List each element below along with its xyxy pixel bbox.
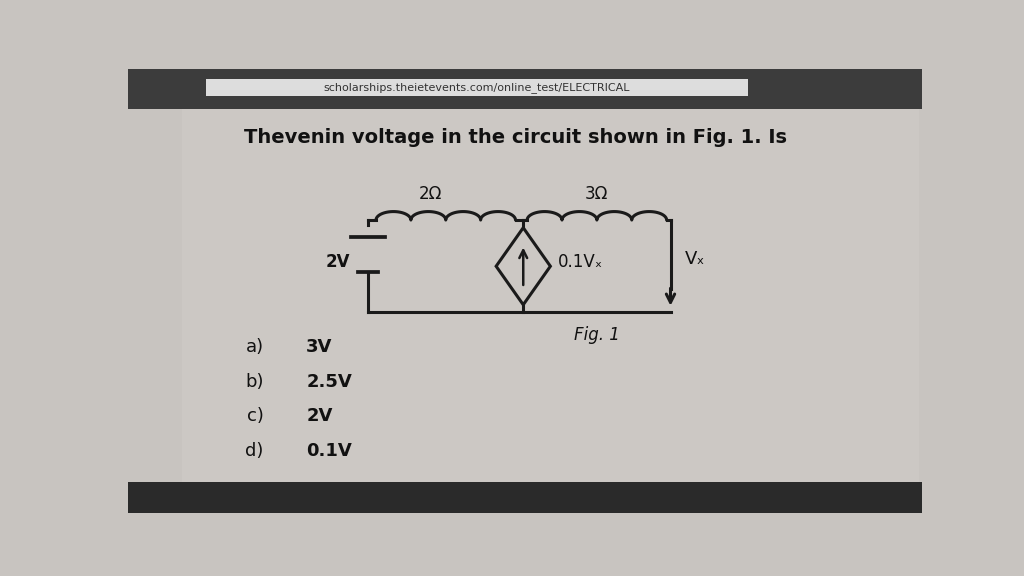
Bar [182, 104, 919, 482]
Text: c): c) [247, 407, 263, 426]
Text: scholarships.theietevents.com/online_test/ELECTRICAL: scholarships.theietevents.com/online_tes… [324, 82, 630, 93]
Text: 3Ω: 3Ω [585, 185, 608, 203]
Text: 2Ω: 2Ω [419, 185, 442, 203]
Text: 2V: 2V [326, 253, 350, 271]
Text: 2.5V: 2.5V [306, 373, 352, 391]
Bar [128, 482, 922, 513]
Text: d): d) [246, 442, 263, 460]
Text: Thevenin voltage in the circuit shown in Fig. 1. Is: Thevenin voltage in the circuit shown in… [245, 128, 787, 147]
Bar [128, 69, 922, 109]
Text: b): b) [245, 373, 263, 391]
Text: Vₓ: Vₓ [684, 249, 705, 267]
Text: 0.1V: 0.1V [306, 442, 352, 460]
Text: a): a) [246, 338, 263, 356]
Text: 3V: 3V [306, 338, 333, 356]
Text: 0.1Vₓ: 0.1Vₓ [558, 253, 603, 271]
Text: Fig. 1: Fig. 1 [573, 326, 620, 344]
Bar [206, 79, 748, 96]
Text: 2V: 2V [306, 407, 333, 426]
